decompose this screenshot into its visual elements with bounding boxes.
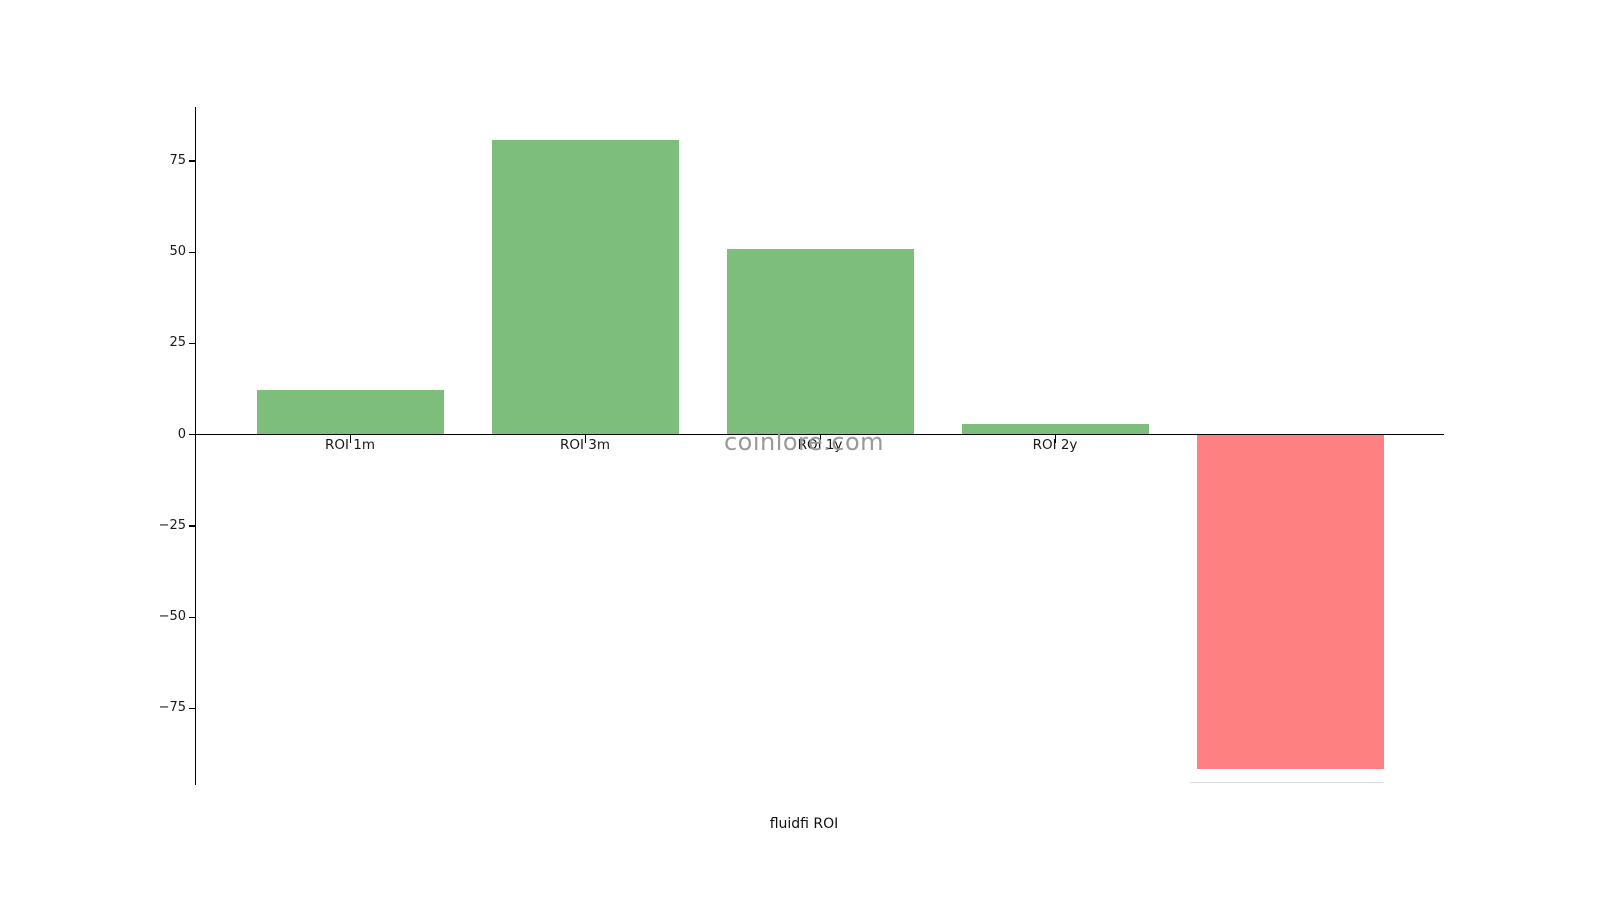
y-tick-mark: [189, 342, 196, 345]
watermark: coinlore.com: [723, 428, 885, 456]
bar-roi-1m: [256, 389, 444, 435]
x-tick-label: ROI 1y: [797, 437, 843, 453]
faint-line-under-negative-bar: [1190, 782, 1383, 783]
y-tick-mark: [189, 707, 196, 710]
y-tick-label: 50: [169, 244, 186, 259]
y-axis-spine: [195, 107, 197, 785]
y-tick-label: −25: [158, 517, 186, 533]
x-tick-label: ROI 3m: [559, 437, 611, 453]
bar-roi-3m: [491, 139, 679, 435]
y-tick-label: 0: [177, 426, 186, 442]
x-tick-mark: [819, 434, 821, 443]
chart-title: fluidfi ROI: [769, 816, 839, 832]
y-tick-label: 25: [169, 335, 186, 351]
y-tick-mark: [189, 160, 196, 162]
y-tick-mark: [189, 434, 196, 436]
y-tick-label: 75: [169, 152, 186, 168]
y-tick-mark: [189, 525, 196, 527]
y-tick-mark: [189, 251, 196, 253]
x-tick-mark: [1054, 434, 1056, 443]
bar-roi-1y: [726, 249, 914, 435]
y-tick-mark: [189, 616, 196, 618]
x-tick-label: ROI 2y: [1032, 437, 1078, 453]
x-tick-mark: [584, 434, 586, 443]
y-tick-label: −50: [158, 609, 186, 624]
y-tick-label: −75: [158, 700, 186, 716]
x-tick-label: ROI 1m: [324, 437, 376, 453]
bar-roi-2y: [961, 423, 1149, 435]
x-tick-mark: [349, 434, 351, 443]
bar-unlabeled: [1196, 434, 1384, 769]
